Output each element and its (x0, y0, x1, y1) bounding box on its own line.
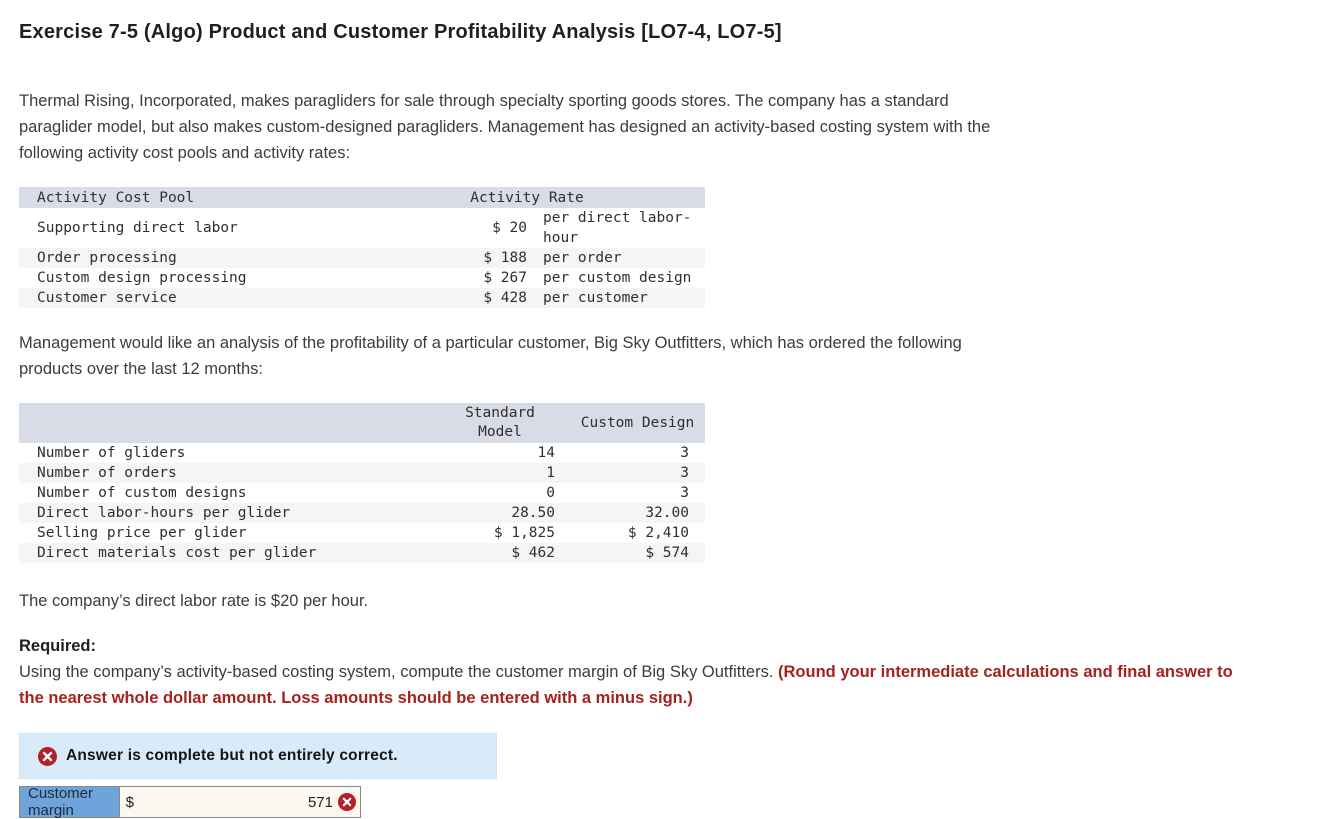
table-row: Number of gliders 14 3 (19, 443, 705, 463)
activity-pool: Order processing (37, 250, 177, 266)
labor-rate-note: The company’s direct labor rate is $20 p… (19, 592, 369, 610)
currency-symbol: $ (125, 793, 134, 811)
standard-model-value: 1 (546, 465, 555, 481)
required-heading: Required: (19, 637, 97, 655)
table-row: Number of custom designs 0 3 (19, 483, 705, 503)
activity-rate: $ 428 (483, 290, 527, 306)
row-label: Number of gliders (37, 445, 186, 461)
required-text: Using the company’s activity-based costi… (19, 663, 779, 681)
table-row: Direct materials cost per glider $ 462 $… (19, 543, 705, 563)
table-row: Order processing $ 188 per order (19, 248, 705, 268)
table-row: Custom design processing $ 267 per custo… (19, 268, 705, 288)
table-header-row: Standard Model Custom Design (19, 403, 705, 443)
activity-rate: $ 20 (492, 220, 527, 236)
table-row: Direct labor-hours per glider 28.50 32.0… (19, 503, 705, 523)
activity-rate: $ 188 (483, 250, 527, 266)
required-rounding-note: (Round your intermediate calculations an… (19, 663, 1233, 707)
table-row: Supporting direct labor $ 20 per direct … (19, 208, 705, 248)
custom-design-value: $ 574 (645, 545, 689, 561)
standard-model-value: 14 (537, 445, 555, 461)
customer-margin-field: $ (119, 787, 360, 817)
custom-design-value: 3 (680, 445, 689, 461)
row-label: Direct labor-hours per glider (37, 505, 291, 521)
required-instructions: Using the company’s activity-based costi… (19, 659, 1259, 711)
table-header-row: Activity Cost Pool Activity Rate (19, 187, 705, 208)
intro-paragraph: Thermal Rising, Incorporated, makes para… (19, 92, 991, 162)
page-title: Exercise 7-5 (Algo) Product and Customer… (19, 21, 782, 43)
column-header-custom-design: Custom Design (580, 414, 695, 431)
activity-unit: per customer (543, 290, 648, 306)
activity-unit: per order (543, 250, 622, 266)
error-icon (338, 793, 356, 811)
column-header-blank (19, 403, 430, 443)
row-label: Number of orders (37, 465, 177, 481)
activity-rate: $ 267 (483, 270, 527, 286)
column-header-standard-model: Standard Model (465, 405, 535, 440)
activity-pool: Supporting direct labor (37, 220, 238, 236)
custom-design-value: $ 2,410 (627, 525, 689, 541)
customer-margin-label: Customer margin (20, 785, 120, 819)
row-label: Direct materials cost per glider (37, 545, 317, 561)
activity-unit: per custom design (543, 270, 692, 286)
customer-paragraph: Management would like an analysis of the… (19, 334, 962, 378)
activity-pool: Custom design processing (37, 270, 247, 286)
custom-design-value: 3 (680, 465, 689, 481)
standard-model-value: 0 (546, 485, 555, 501)
grading-feedback-banner: Answer is complete but not entirely corr… (19, 733, 497, 779)
activity-unit: per direct labor-hour (543, 210, 692, 246)
activity-pool: Customer service (37, 290, 177, 306)
table-row: Selling price per glider $ 1,825 $ 2,410 (19, 523, 705, 543)
standard-model-value: $ 462 (511, 545, 555, 561)
custom-design-value: 3 (680, 485, 689, 501)
column-header-activity-rate: Activity Rate (470, 189, 584, 206)
table-row: Number of orders 1 3 (19, 463, 705, 483)
custom-design-value: 32.00 (645, 505, 689, 521)
row-label: Selling price per glider (37, 525, 247, 541)
table-row: Customer service $ 428 per customer (19, 288, 705, 308)
column-header-activity-cost-pool: Activity Cost Pool (37, 189, 195, 206)
row-label: Number of custom designs (37, 485, 247, 501)
feedback-message: Answer is complete but not entirely corr… (66, 747, 398, 764)
standard-model-value: 28.50 (511, 505, 555, 521)
error-icon (38, 746, 57, 766)
customer-orders-table: Standard Model Custom Design Number of g… (19, 403, 705, 563)
standard-model-value: $ 1,825 (493, 525, 555, 541)
customer-margin-input[interactable] (134, 793, 338, 811)
customer-margin-row: Customer margin $ (19, 785, 361, 819)
activity-rates-table: Activity Cost Pool Activity Rate Support… (19, 187, 705, 308)
required-section: Required: Using the company’s activity-b… (19, 633, 1259, 711)
